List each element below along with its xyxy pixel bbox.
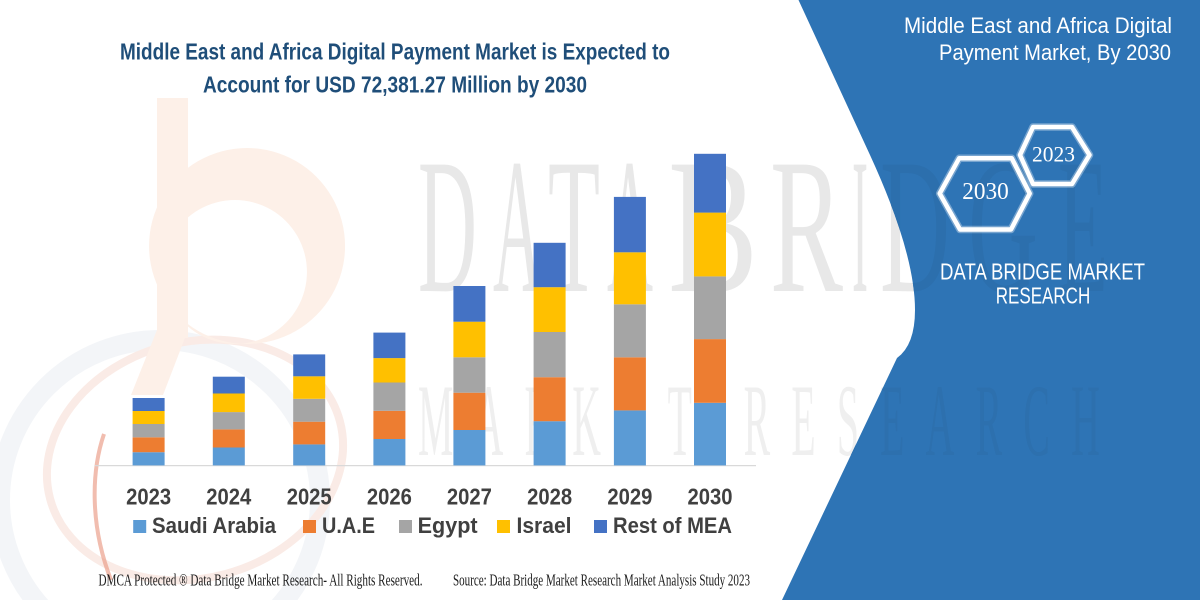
svg-text:MARKET RESEARCH: MARKET RESEARCH [418, 364, 1121, 478]
svg-text:RESEARCH: RESEARCH [996, 283, 1091, 309]
svg-text:2026: 2026 [367, 484, 412, 510]
svg-text:U.A.E: U.A.E [322, 513, 375, 538]
svg-text:D: D [880, 120, 950, 334]
svg-text:2029: 2029 [607, 484, 652, 510]
svg-text:I: I [852, 121, 868, 334]
svg-text:A: A [493, 120, 542, 333]
svg-text:2023: 2023 [126, 484, 171, 510]
svg-text:Egypt: Egypt [418, 513, 479, 538]
svg-text:2023: 2023 [1032, 142, 1075, 167]
svg-text:R: R [770, 119, 843, 333]
svg-text:D: D [418, 120, 477, 334]
svg-text:DATA BRIDGE MARKET: DATA BRIDGE MARKET [940, 259, 1145, 285]
svg-text:Saudi Arabia: Saudi Arabia [152, 513, 277, 538]
svg-text:Payment Market, By 2030: Payment Market, By 2030 [939, 40, 1171, 65]
svg-text:T: T [548, 120, 600, 334]
svg-text:A: A [607, 120, 653, 334]
svg-text:2030: 2030 [688, 484, 733, 510]
svg-text:2024: 2024 [206, 484, 251, 510]
svg-text:R: R [770, 119, 843, 333]
svg-text:E: E [1058, 120, 1108, 334]
svg-text:2030: 2030 [962, 179, 1009, 205]
svg-text:Middle East and Africa Digital: Middle East and Africa Digital [904, 13, 1172, 38]
svg-text:2028: 2028 [527, 484, 572, 510]
svg-text:DMCA Protected ® Data Bridge M: DMCA Protected ® Data Bridge Market Rese… [99, 571, 423, 590]
svg-text:Account for USD 72,381.27 Mill: Account for USD 72,381.27 Million by 203… [203, 72, 587, 98]
svg-text:2025: 2025 [287, 484, 332, 510]
svg-text:B: B [668, 121, 758, 334]
svg-text:Israel: Israel [517, 513, 572, 538]
svg-text:Source: Data Bridge Market Res: Source: Data Bridge Market Research Mark… [453, 571, 750, 590]
svg-text:2027: 2027 [447, 484, 492, 510]
svg-text:Rest of MEA: Rest of MEA [613, 513, 732, 538]
svg-text:Middle East and Africa Digital: Middle East and Africa Digital Payment M… [120, 39, 670, 65]
svg-text:I: I [852, 121, 868, 334]
